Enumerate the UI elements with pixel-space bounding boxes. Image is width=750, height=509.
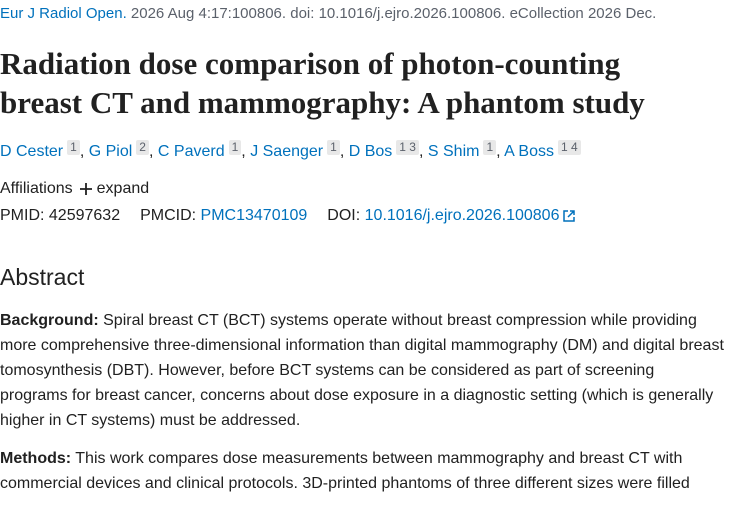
- affiliation-ref[interactable]: 1: [483, 140, 497, 155]
- section-label: Methods:: [0, 450, 72, 467]
- author-separator: ,: [241, 143, 246, 160]
- affiliation-ref[interactable]: 1: [228, 140, 242, 155]
- journal-link[interactable]: Eur J Radiol Open.: [0, 5, 127, 22]
- expand-label: expand: [96, 180, 150, 197]
- plus-icon: [79, 183, 92, 195]
- section-text: This work compares dose measurements bet…: [0, 450, 690, 492]
- author-separator: ,: [148, 143, 154, 160]
- doi-link[interactable]: 10.1016/j.ejro.2026.100806: [364, 207, 560, 224]
- author-link[interactable]: G Piol: [88, 143, 133, 160]
- affiliation-ref[interactable]: 1: [67, 140, 80, 155]
- author-link[interactable]: C Paverd: [157, 143, 225, 160]
- section-text: Spiral breast CT (BCT) systems operate w…: [0, 312, 724, 429]
- affiliations-label: Affiliations: [0, 180, 73, 197]
- abstract-section: Methods: This work compares dose measure…: [0, 446, 725, 496]
- pmcid-link[interactable]: PMC13470109: [200, 207, 308, 224]
- section-label: Background:: [0, 312, 99, 329]
- affiliation-ref[interactable]: 1: [327, 140, 340, 155]
- author-link[interactable]: S Shim: [427, 143, 480, 160]
- author-separator: ,: [418, 143, 424, 160]
- identifiers: PMID: 42597632 PMCID: PMC13470109 DOI: 1…: [0, 207, 576, 225]
- author-separator: ,: [339, 143, 345, 160]
- abstract-heading: Abstract: [0, 264, 85, 290]
- pmid: 42597632: [48, 207, 121, 224]
- external-link-icon: [563, 210, 576, 222]
- pmid-label: PMID:: [0, 207, 45, 224]
- author-list: D Cester 1, G Piol 2, C Paverd 1, J Saenger…: [0, 140, 581, 161]
- author-separator: ,: [79, 143, 85, 160]
- author-link[interactable]: D Cester: [0, 143, 64, 160]
- abstract-body: Background: Spiral breast CT (BCT) syste…: [0, 308, 725, 509]
- doi-label: DOI:: [327, 207, 361, 224]
- affiliation-ref[interactable]: 1 4: [557, 140, 581, 155]
- expand-button[interactable]: expand: [79, 180, 150, 198]
- citation: Eur J Radiol Open. 2026 Aug 4:17:100806.…: [0, 5, 656, 22]
- author-link[interactable]: D Bos: [348, 143, 393, 160]
- pmcid-label: PMCID:: [140, 207, 197, 224]
- affiliation-ref[interactable]: 2: [136, 140, 149, 155]
- author-link[interactable]: J Saenger: [250, 143, 324, 160]
- affiliation-ref[interactable]: 1 3: [396, 140, 419, 155]
- author-link[interactable]: A Boss: [504, 143, 554, 160]
- article-title: Radiation dose comparison of photon-coun…: [0, 46, 645, 120]
- author-separator: ,: [496, 143, 501, 160]
- abstract-section: Background: Spiral breast CT (BCT) syste…: [0, 308, 725, 433]
- affiliations-bar: Affiliations expand: [0, 180, 149, 198]
- citation-details: 2026 Aug 4:17:100806. doi: 10.1016/j.ejr…: [130, 5, 657, 22]
